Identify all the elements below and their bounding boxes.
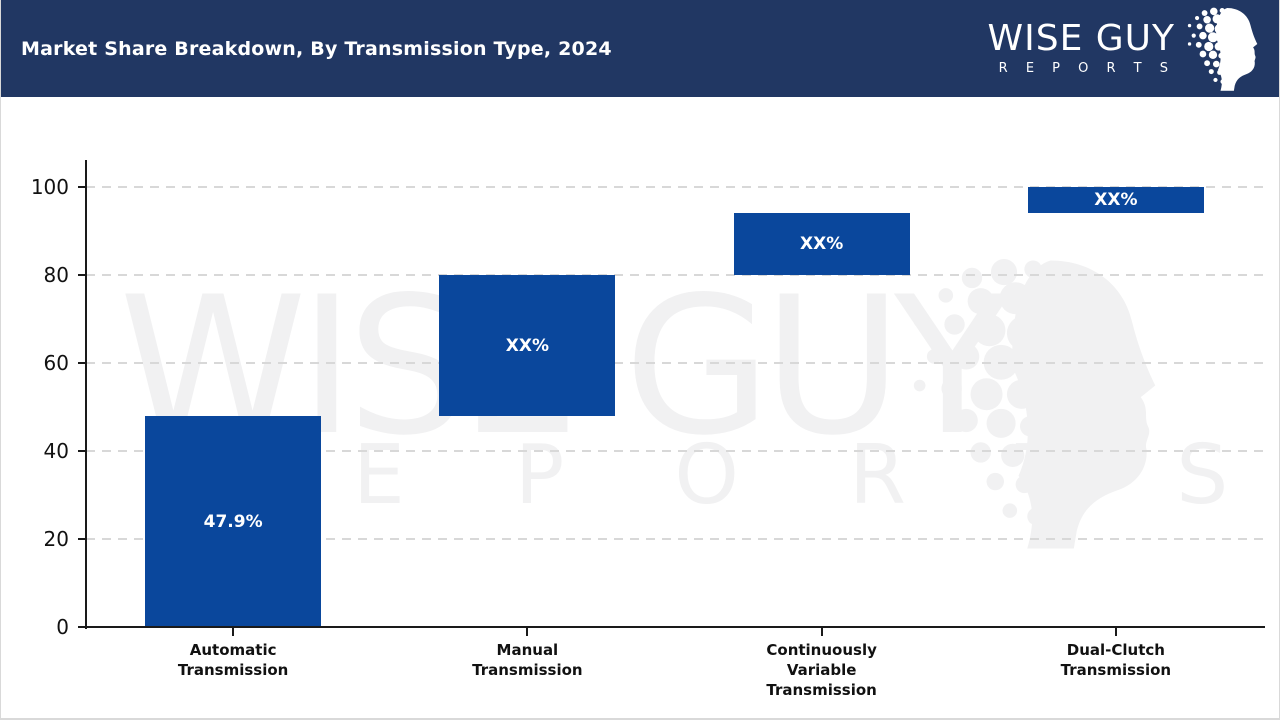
watermark-subtitle: R E P O R T S	[186, 428, 1271, 523]
bar-1: 47.9%	[145, 416, 322, 627]
bar-3: XX%	[733, 212, 910, 276]
logo-subtitle: R E P O R T S	[998, 61, 1175, 76]
category-label-2: Manual Transmission	[472, 641, 583, 679]
y-tick-label-0: 0	[56, 615, 69, 639]
y-tick-label-40: 40	[43, 439, 69, 463]
y-tick-label-20: 20	[43, 527, 69, 551]
bar-4: XX%	[1027, 187, 1204, 213]
wise-guy-logo: WISE GUY R E P O R T S	[988, 7, 1270, 91]
bar-value-label: XX%	[1094, 189, 1138, 210]
gridline-100	[86, 186, 1263, 188]
logo-text: WISE GUY R E P O R T S	[987, 18, 1176, 77]
gridline-60	[86, 362, 1263, 364]
logo-wordmark: WISE GUY	[987, 18, 1175, 59]
y-tick-mark-100	[78, 186, 86, 188]
x-tick-mark-4	[1114, 628, 1117, 636]
chart-title: Market Share Breakdown, By Transmission …	[21, 37, 612, 60]
y-tick-mark-40	[78, 450, 86, 452]
gridline-20	[86, 538, 1263, 540]
y-axis-line	[85, 160, 87, 629]
y-tick-mark-0	[78, 626, 86, 628]
x-tick-mark-1	[232, 628, 235, 636]
x-axis-line	[85, 626, 1265, 628]
y-tick-mark-80	[78, 274, 86, 276]
x-tick-mark-3	[820, 628, 823, 636]
category-label-3: Continuously Variable Transmission	[766, 641, 877, 699]
watermark-head-icon	[876, 227, 1196, 579]
y-tick-mark-20	[78, 538, 86, 540]
x-tick-mark-2	[526, 628, 529, 636]
y-tick-mark-60	[78, 362, 86, 364]
y-tick-label-80: 80	[43, 263, 69, 287]
bar-value-label: 47.9%	[203, 511, 263, 532]
y-tick-label-100: 100	[30, 175, 69, 199]
header-bar: Market Share Breakdown, By Transmission …	[1, 0, 1279, 97]
category-label-1: Automatic Transmission	[177, 641, 289, 679]
bar-2: XX%	[439, 275, 616, 417]
dotted-head-icon	[1177, 7, 1269, 91]
bar-value-label: XX%	[505, 335, 549, 356]
y-tick-label-60: 60	[43, 351, 69, 375]
bar-value-label: XX%	[800, 233, 844, 254]
gridline-80	[86, 274, 1263, 276]
gridline-40	[86, 450, 1263, 452]
category-label-4: Dual-Clutch Transmission	[1060, 641, 1172, 679]
